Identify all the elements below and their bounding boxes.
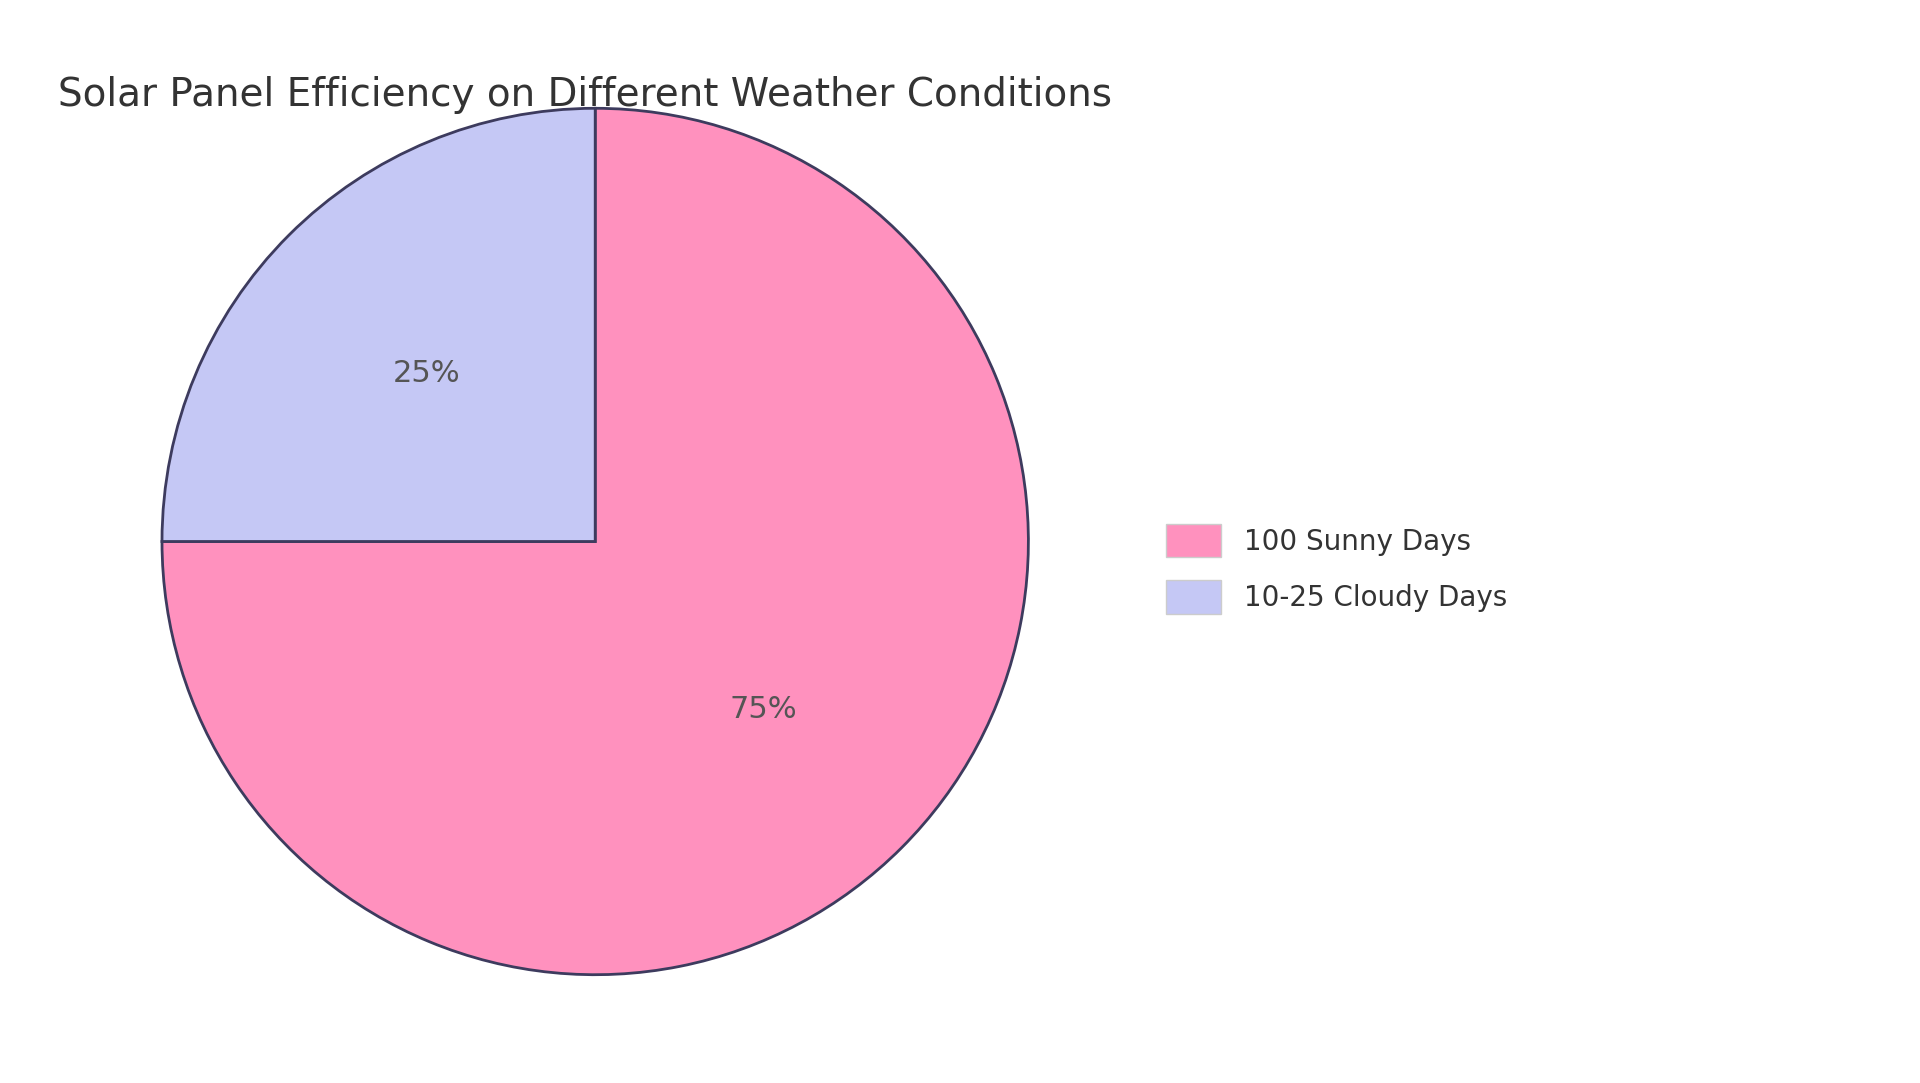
Wedge shape [161, 108, 1029, 975]
Text: 25%: 25% [394, 358, 461, 388]
Legend: 100 Sunny Days, 10-25 Cloudy Days: 100 Sunny Days, 10-25 Cloudy Days [1165, 523, 1507, 614]
Wedge shape [161, 108, 595, 542]
Text: Solar Panel Efficiency on Different Weather Conditions: Solar Panel Efficiency on Different Weat… [58, 76, 1112, 114]
Text: 75%: 75% [730, 695, 797, 725]
